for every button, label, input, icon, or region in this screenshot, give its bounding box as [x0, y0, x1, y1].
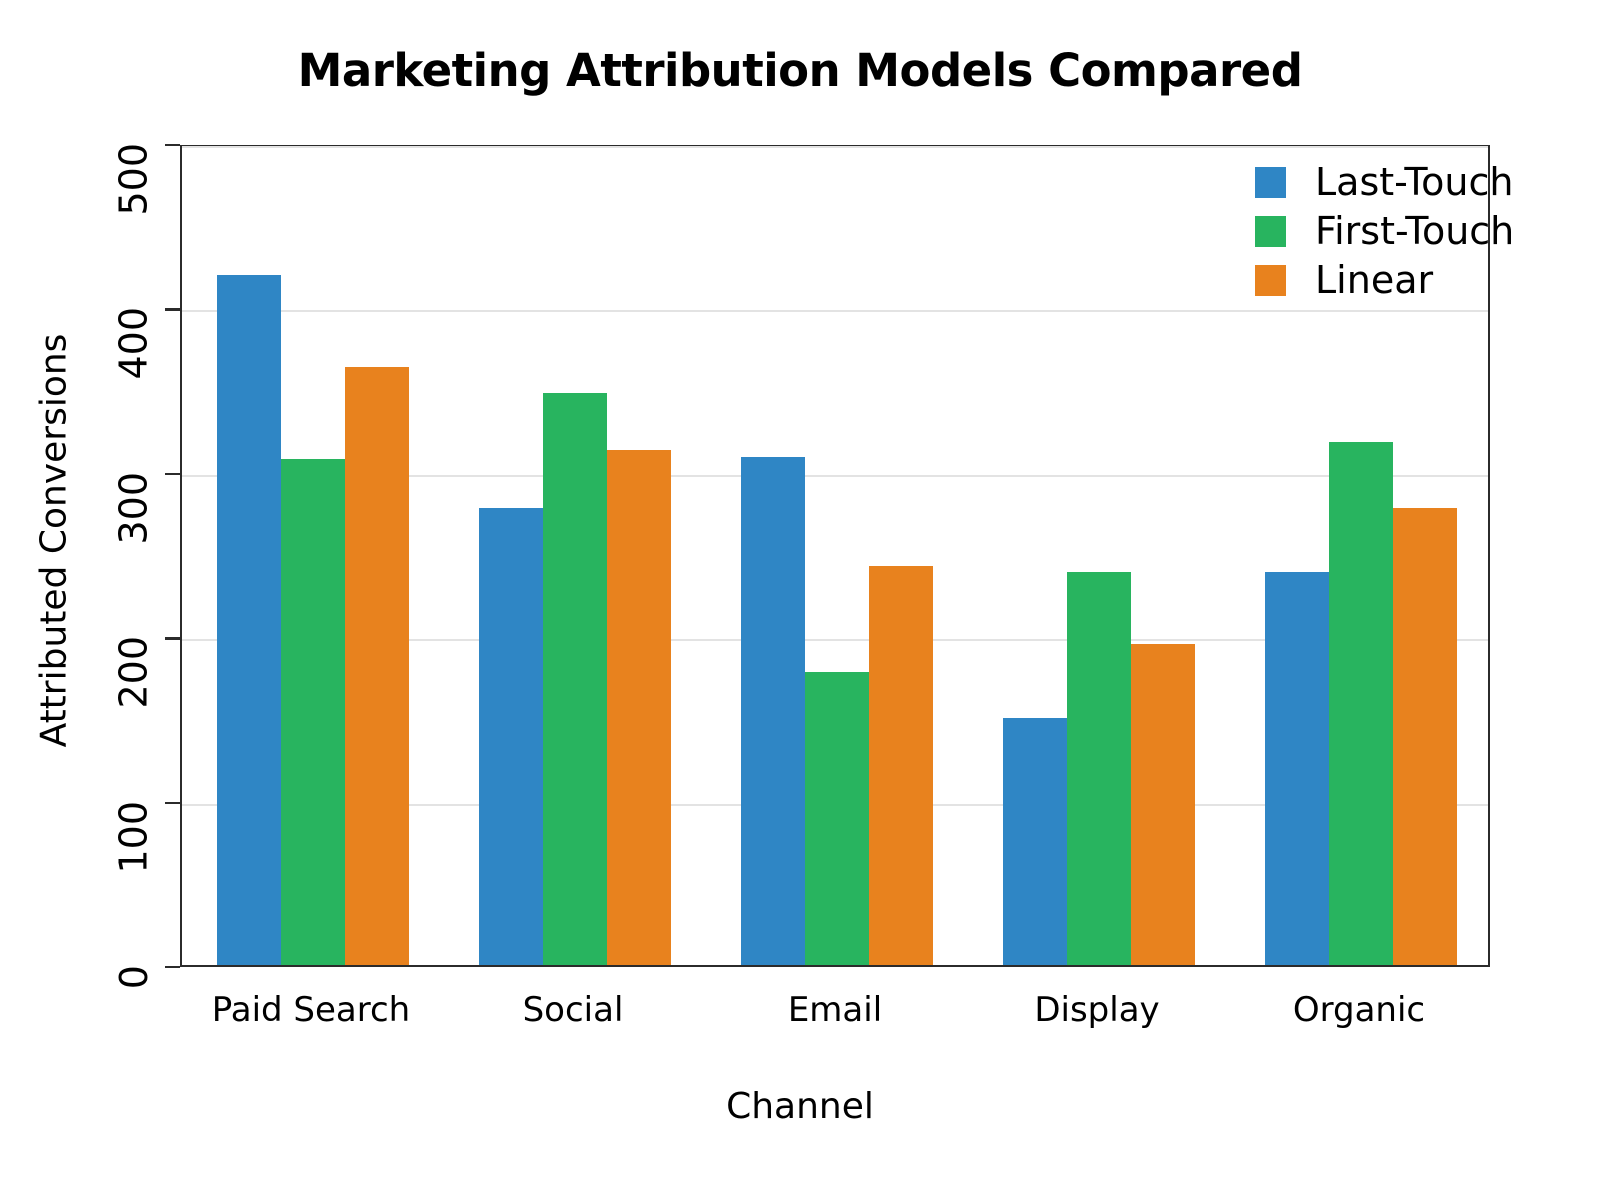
bar: [869, 565, 933, 965]
y-tick-mark: [165, 308, 180, 311]
y-tick-mark: [165, 966, 180, 969]
legend-label: Linear: [1315, 258, 1434, 302]
y-tick-label: 0: [112, 965, 156, 990]
bar: [543, 392, 607, 965]
bar: [1067, 572, 1131, 965]
y-tick-label: 300: [112, 471, 156, 545]
bar: [805, 672, 869, 965]
legend-swatch-icon: [1255, 166, 1286, 198]
y-tick-mark: [165, 144, 180, 147]
legend-label: Last-Touch: [1315, 160, 1514, 204]
bar: [1329, 442, 1393, 965]
bar: [345, 366, 409, 965]
bar: [281, 458, 345, 965]
y-tick-mark: [165, 637, 180, 640]
y-tick-label: 100: [112, 800, 156, 874]
y-tick-label: 200: [112, 636, 156, 709]
legend-label: First-Touch: [1315, 209, 1515, 253]
y-tick-label: 500: [112, 143, 156, 216]
page-title: Marketing Attribution Models Compared: [297, 44, 1303, 97]
x-axis-title: Channel: [726, 1086, 874, 1127]
legend-item[interactable]: First-Touch: [1255, 212, 1514, 250]
bar: [1003, 718, 1067, 965]
bar: [479, 507, 543, 965]
x-tick-label: Email: [787, 990, 883, 1030]
x-tick-label: Paid Search: [211, 990, 411, 1030]
bars-layer: [182, 147, 1488, 965]
x-tick-label: Organic: [1292, 990, 1426, 1030]
legend-swatch-icon: [1255, 264, 1286, 296]
legend-item[interactable]: Linear: [1255, 261, 1514, 299]
bar: [1393, 507, 1457, 965]
y-axis-title: Attributed Conversions: [33, 333, 75, 748]
bar: [607, 450, 671, 965]
legend-swatch-icon: [1255, 215, 1286, 247]
legend-item[interactable]: Last-Touch: [1255, 163, 1514, 201]
bar: [1131, 644, 1195, 965]
bar: [741, 457, 805, 965]
x-tick-label: Display: [1034, 990, 1160, 1030]
bar: [1265, 572, 1329, 965]
y-tick-mark: [165, 472, 180, 476]
x-tick-label: Social: [522, 990, 624, 1030]
legend: Last-Touch First-Touch Linear: [1255, 163, 1514, 310]
bar: [217, 274, 281, 965]
y-tick-mark: [165, 801, 180, 804]
y-tick-label: 400: [112, 307, 156, 380]
